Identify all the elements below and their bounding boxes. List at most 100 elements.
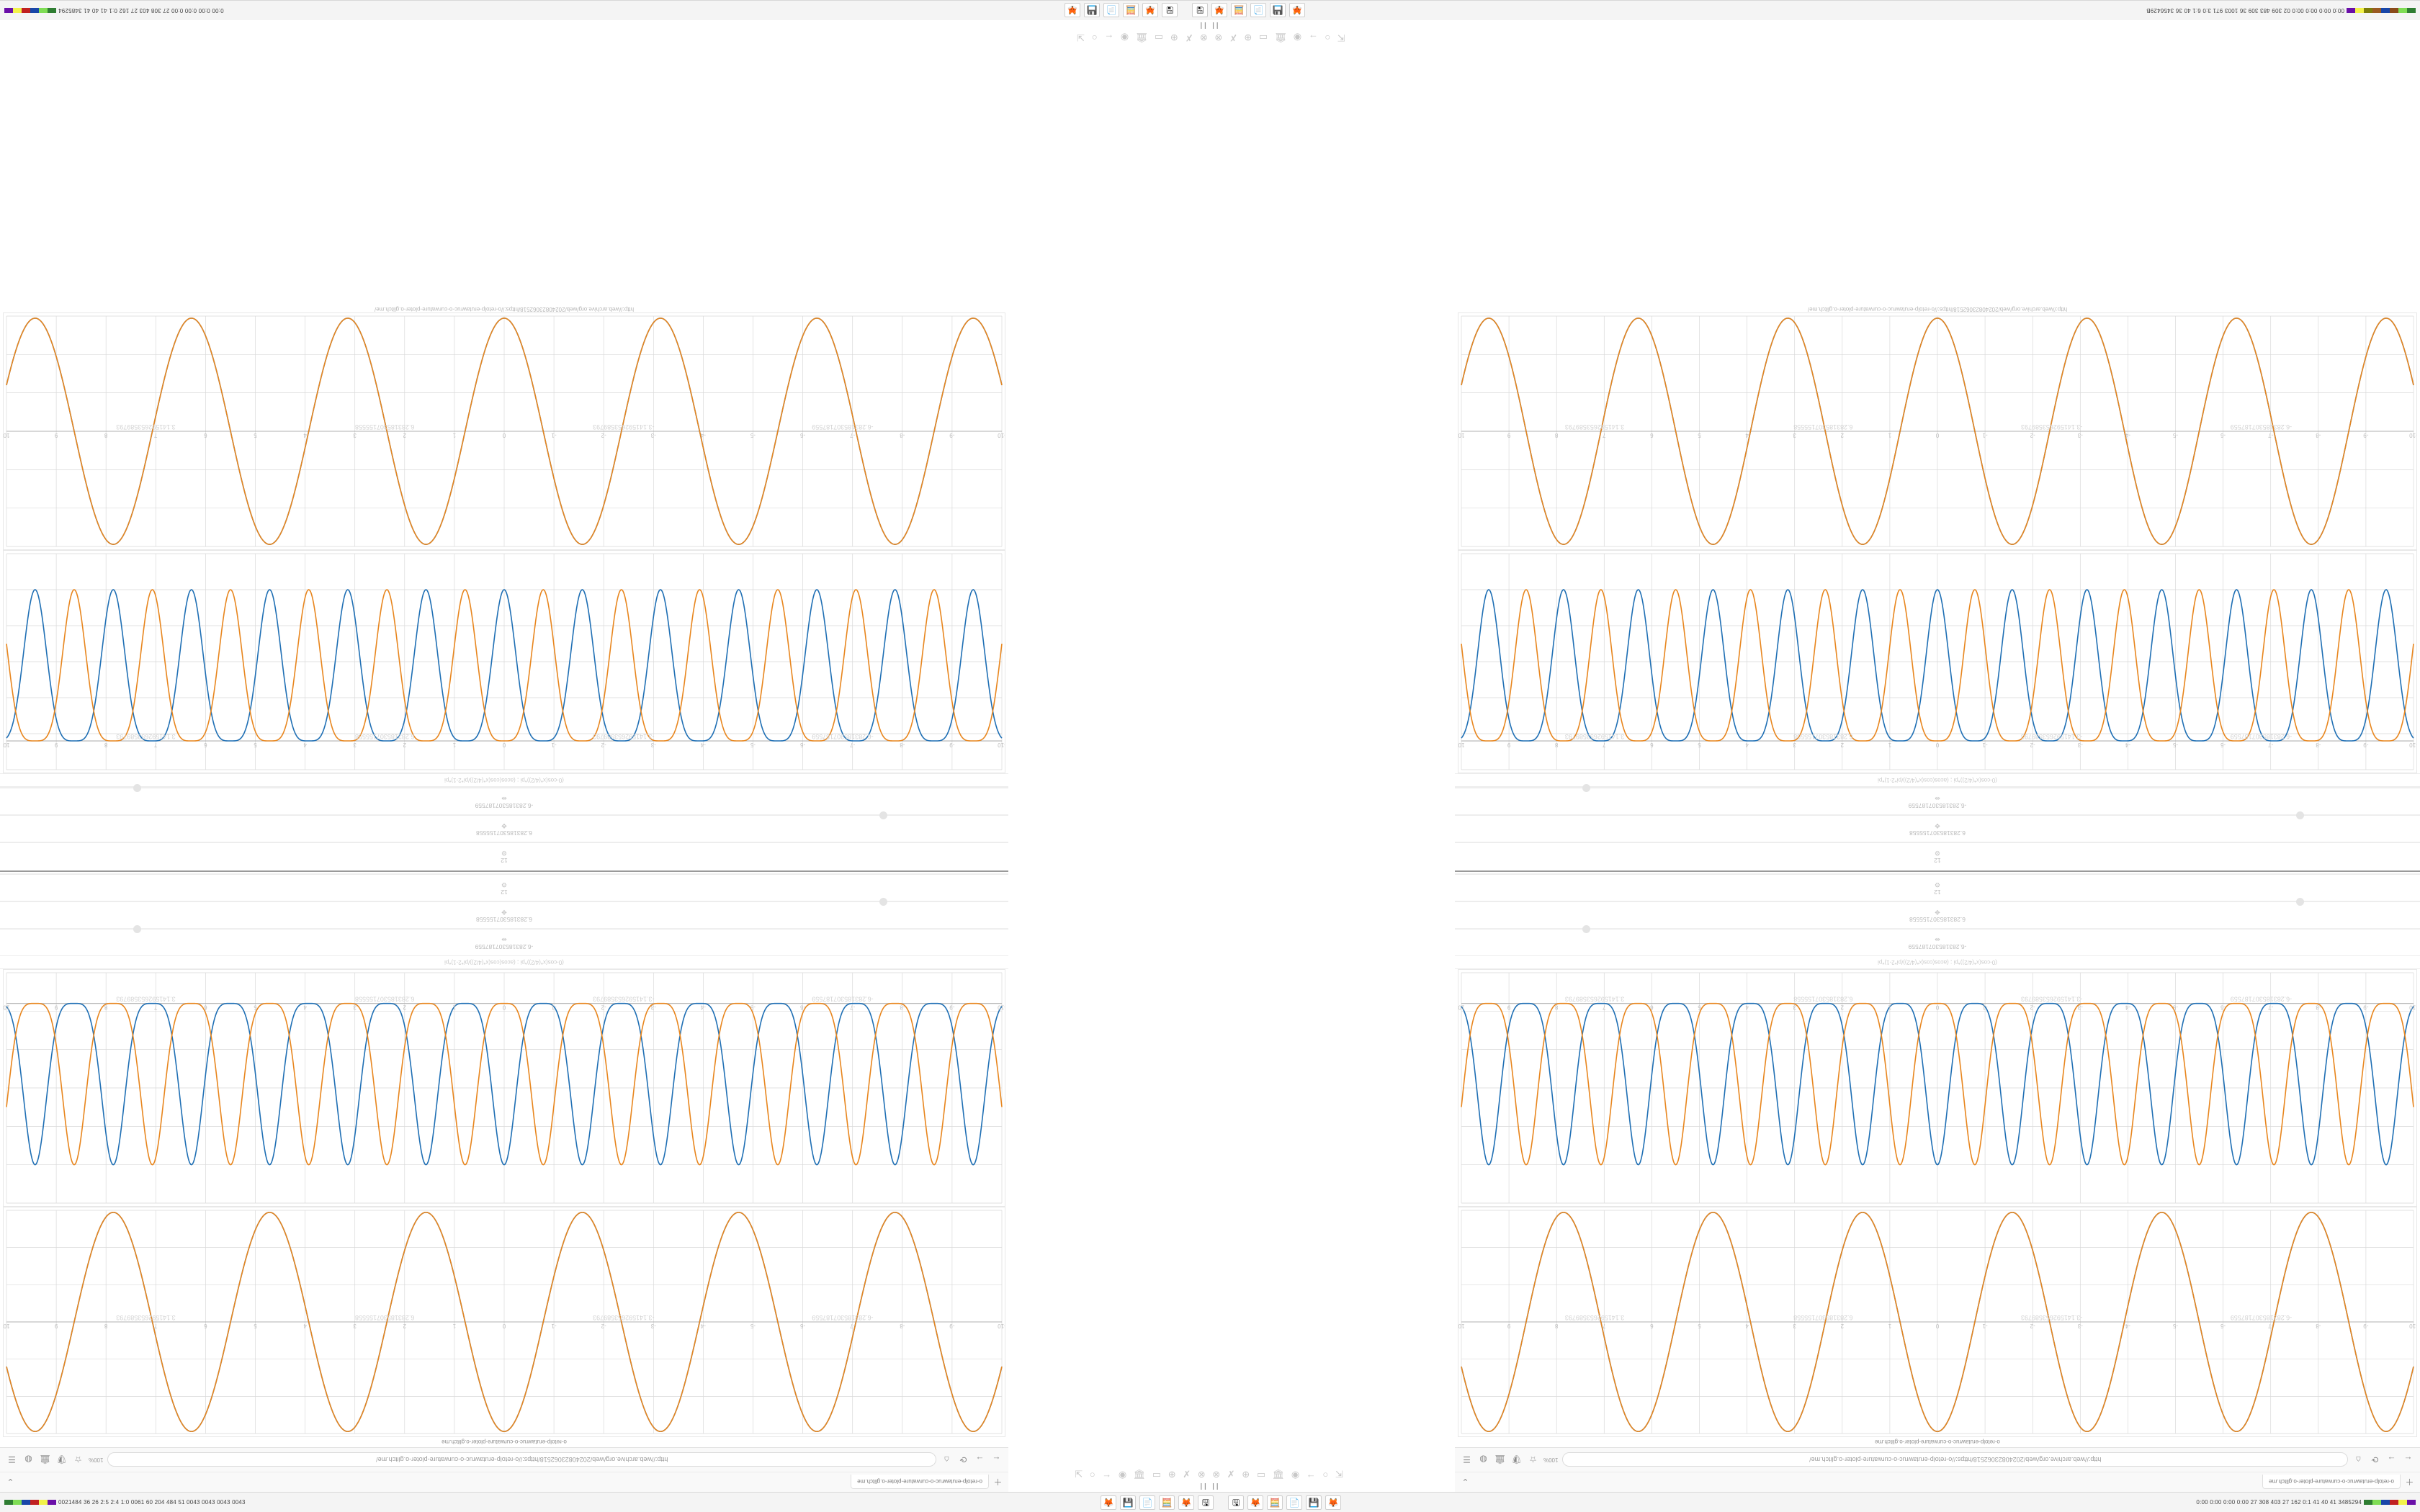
reload-icon[interactable]: ⟳ [959,1454,967,1465]
zoom-level-label[interactable]: 100% [1543,1457,1559,1463]
address-bar-left[interactable]: http://web.archive.org/web/2024082306251… [107,1452,936,1467]
plot-panel-1[interactable]: -10-9-8-7-6-5-4-3-2-1012345678910-6.2831… [3,1207,1005,1437]
move-icon[interactable]: ✥ [501,909,507,916]
home-icon[interactable]: ⌂ [2355,1454,2362,1465]
slider-rail[interactable] [1455,898,2420,906]
firefox-icon[interactable]: 🦊 [1178,1495,1195,1510]
control-row-4[interactable]: 12 ⚙ [1455,842,2420,869]
control-row-4[interactable]: 12 ⚙ [0,842,1008,869]
firefox-icon[interactable]: 🦊 [1247,1495,1264,1510]
top-taskbar-apps[interactable]: 🦊 💾 📄 🧮 🦊 🖫 🖫 🦊 🧮 📄 💾 🦊 [228,3,2142,18]
menu-icon[interactable]: ☰ [1463,1454,1471,1465]
expression-label-bottom[interactable]: (0-cos(x*(4/2))*pi ; (acos(cos(x*(4/2))/… [1455,773,2420,787]
horizontal-drag-icon[interactable]: ⇹ [1935,936,1940,943]
home-icon[interactable]: ⌂ [944,1454,950,1465]
expression-label-top[interactable]: (0-cos(x*(4/2))*pi ; (acos(cos(x*(4/2))/… [0,955,1008,969]
save-disk-icon[interactable]: 🖫 [1162,3,1178,18]
slider-rail[interactable] [1455,811,2420,819]
notepad-icon[interactable]: 📄 [1250,3,1267,18]
gear-icon[interactable]: ⚙ [1934,881,1941,888]
expression-label-top[interactable]: (0-cos(x*(4/2))*pi ; (acos(cos(x*(4/2))/… [1455,955,2420,969]
slider-knob[interactable] [1582,784,1590,792]
plot-panel-4[interactable]: -10-9-8-7-6-5-4-3-2-1012345678910-6.2831… [1458,312,2417,550]
slider-rail[interactable] [0,898,1008,906]
new-tab-icon[interactable]: ＋ [2405,1477,2414,1487]
plot-panel-2[interactable]: -10-9-8-7-6-5-4-3-2-1012345678910-6.2831… [3,969,1005,1207]
shield-icon[interactable]: 🛡 [55,1454,68,1465]
slider-rail[interactable] [0,811,1008,819]
reload-icon[interactable]: ⟳ [2371,1454,2379,1465]
control-row-2[interactable]: 6.283185307155558 ✥ [1455,898,2420,928]
address-bar-right[interactable]: http://web.archive.org/web/2024082306251… [1562,1452,2348,1467]
library-icon[interactable]: 🏛 [1494,1454,1506,1465]
bottom-taskbar[interactable]: 0021484 36 26 2:5 2:4 1:0 0061 60 204 48… [0,1492,2420,1512]
page-content-left[interactable]: o-retolp-erutawruc-o-curwature-ploter-o.… [0,20,1008,1447]
firefox-icon[interactable]: 🦊 [1101,1495,1117,1510]
gear-icon[interactable]: ⚙ [501,881,508,888]
move-icon[interactable]: ✥ [1935,822,1940,829]
gear-icon[interactable]: ⚙ [1934,850,1941,857]
nav-toolbar-right[interactable]: ← → ⟳ ⌂ http://web.archive.org/web/20240… [1455,1448,2420,1472]
plot-panel-3[interactable]: -10-9-8-7-6-5-4-3-2-1012345678910-6.2831… [1458,550,2417,773]
firefox-icon[interactable]: 🦊 [1142,3,1159,18]
browser-chrome-right[interactable]: ＋ o-retolp-erutawruc-o-curwature-ploter-… [1455,1447,2420,1492]
notepad-icon[interactable]: 📄 [1139,1495,1156,1510]
save-disk-icon[interactable]: 🖫 [1192,3,1209,18]
new-tab-icon[interactable]: ＋ [993,1477,1003,1487]
notepad-icon[interactable]: 📄 [1286,1495,1303,1510]
plot-panel-3[interactable]: -10-9-8-7-6-5-4-3-2-1012345678910-6.2831… [3,550,1005,773]
slider-rail[interactable] [1455,925,2420,933]
control-row-2[interactable]: 6.283185307155558 ✥ [0,898,1008,928]
firefox-icon[interactable]: 🦊 [1211,3,1228,18]
control-row-5[interactable]: 6.283185307155558 ✥ [0,811,1008,842]
shield-icon[interactable]: 🛡 [1510,1454,1523,1465]
forward-icon[interactable]: → [2387,1454,2396,1465]
browser-window-right[interactable]: ＋ o-retolp-erutawruc-o-curwature-ploter-… [1455,20,2420,1492]
move-icon[interactable]: ✥ [1935,909,1940,916]
calculator-icon[interactable]: 🧮 [1231,3,1247,18]
browser-tab[interactable]: o-retolp-erutawruc-o-curwature-ploter-o.… [2262,1475,2401,1490]
menu-icon[interactable]: ☰ [8,1454,16,1465]
control-row-3[interactable]: 12 ⚙ [0,873,1008,901]
calculator-icon[interactable]: 🧮 [1267,1495,1283,1510]
floppy-disk-icon[interactable]: 💾 [1270,3,1286,18]
browser-chrome-left[interactable]: ＋ o-retolp-erutawruc-o-curwature-ploter-… [0,1447,1008,1492]
calculator-icon[interactable]: 🧮 [1123,3,1139,18]
move-icon[interactable]: ✥ [501,822,507,829]
bottom-taskbar-apps[interactable]: 🦊 💾 📄 🧮 🦊 🖫 🖫 🦊 🧮 📄 💾 🦊 [250,1495,2192,1510]
horizontal-drag-icon[interactable]: ⇹ [501,795,507,802]
back-icon[interactable]: ← [2403,1454,2413,1465]
firefox-icon[interactable]: 🦊 [1065,3,1081,18]
horizontal-drag-icon[interactable]: ⇹ [1935,795,1940,802]
back-icon[interactable]: ← [992,1454,1001,1465]
account-icon[interactable]: ◍ [1479,1454,1487,1465]
plot-panel-1[interactable]: -10-9-8-7-6-5-4-3-2-1012345678910-6.2831… [1458,1207,2417,1437]
curvature-plotter-app-left[interactable]: -10-9-8-7-6-5-4-3-2-1012345678910-6.2831… [0,312,1008,1437]
floppy-disk-icon[interactable]: 💾 [1120,1495,1137,1510]
plot-panel-2[interactable]: -10-9-8-7-6-5-4-3-2-1012345678910-6.2831… [1458,969,2417,1207]
slider-rail[interactable] [0,874,1008,875]
slider-rail[interactable] [1455,842,2420,843]
top-symbol-strip[interactable]: ⇱ ○ → ◉ 🏛 ▭ ⊕ ✗ ⊗ ⊗ ✗ ⊕ ▭ 🏛 ◉ ← ○ ⇲ [1075,32,1345,43]
bottom-symbol-strip[interactable]: ⇱ ○ → ◉ 🏛 ▭ ⊕ ✗ ⊗ ⊗ ✗ ⊕ ▭ 🏛 ◉ ← ○ ⇲ [1075,1469,1345,1480]
list-all-tabs-icon[interactable]: ⌄ [1461,1477,1469,1488]
gear-icon[interactable]: ⚙ [501,850,508,857]
plot-panel-4[interactable]: -10-9-8-7-6-5-4-3-2-1012345678910-6.2831… [3,312,1005,550]
firefox-icon[interactable]: 🦊 [1289,3,1306,18]
firefox-icon[interactable]: 🦊 [1325,1495,1342,1510]
control-row-3[interactable]: 12 ⚙ [1455,873,2420,901]
slider-rail[interactable] [0,842,1008,843]
control-row-5[interactable]: 6.283185307155558 ✥ [1455,811,2420,842]
control-row-6[interactable]: -6.283185307187559 ⇹ [1455,784,2420,814]
bookmark-icon[interactable]: ☆ [1529,1454,1537,1465]
tab-strip-right[interactable]: ＋ o-retolp-erutawruc-o-curwature-ploter-… [1455,1472,2420,1492]
library-icon[interactable]: 🏛 [39,1454,51,1465]
horizontal-drag-icon[interactable]: ⇹ [501,936,507,943]
page-content-right[interactable]: o-retolp-erutawruc-o-curwature-ploter-o.… [1455,20,2420,1447]
top-taskbar[interactable]: 00:0 00:0 00:0 00:0 02 309 483 309 36 10… [0,0,2420,20]
browser-window-left[interactable]: ＋ o-retolp-erutawruc-o-curwature-ploter-… [0,20,1008,1492]
bookmark-icon[interactable]: ☆ [74,1454,82,1465]
tab-strip-left[interactable]: ＋ o-retolp-erutawruc-o-curwature-ploter-… [0,1472,1008,1492]
calculator-icon[interactable]: 🧮 [1159,1495,1175,1510]
forward-icon[interactable]: → [975,1454,985,1465]
